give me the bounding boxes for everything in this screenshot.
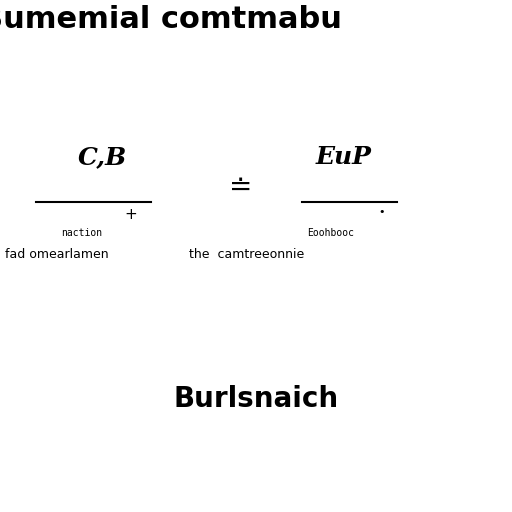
Text: EuP: EuP — [315, 145, 371, 169]
Text: Burlsnaich: Burlsnaich — [174, 386, 338, 413]
Text: •: • — [378, 207, 385, 218]
Text: +: + — [124, 207, 137, 222]
Text: the  camtreeonnie: the camtreeonnie — [189, 248, 305, 261]
Text: Bumemial comtmabu: Bumemial comtmabu — [0, 5, 342, 34]
Text: ≐: ≐ — [229, 173, 252, 201]
Text: naction: naction — [61, 228, 102, 238]
Text: C,B: C,B — [78, 145, 127, 169]
Text: fad omearlamen: fad omearlamen — [5, 248, 109, 261]
Text: Eoohbooc: Eoohbooc — [307, 228, 354, 238]
